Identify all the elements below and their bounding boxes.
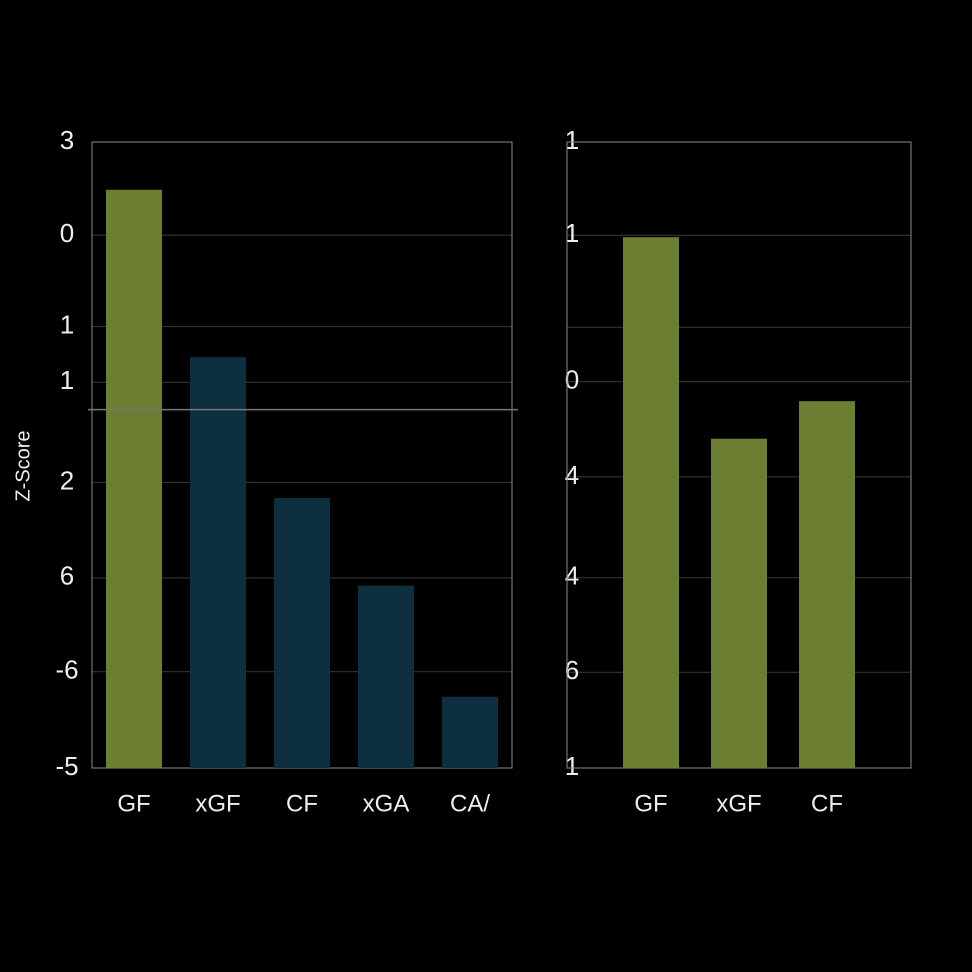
y-tick-label: 1	[60, 310, 74, 340]
bar	[711, 438, 767, 768]
bar	[274, 498, 330, 768]
x-tick-label: GF	[117, 790, 150, 817]
y-tick-label: 1	[60, 365, 74, 395]
y-tick-label: 4	[565, 460, 579, 490]
x-tick-label: CA/	[450, 790, 490, 817]
y-tick-label: 0	[565, 365, 579, 395]
y-tick-label: 1	[565, 125, 579, 155]
x-tick-label: xGA	[363, 790, 410, 817]
y-tick-label: 6	[60, 561, 74, 591]
bar	[358, 585, 414, 768]
y-tick-label: 1	[565, 751, 579, 781]
y-tick-label: 6	[565, 655, 579, 685]
x-tick-label: xGF	[716, 790, 761, 817]
y-tick-label: 1	[565, 218, 579, 248]
bar	[799, 401, 855, 768]
bar	[623, 237, 679, 769]
y-tick-label: -5	[55, 751, 78, 781]
y-axis-label: Z-Score	[12, 430, 34, 501]
bar	[106, 189, 162, 769]
x-tick-label: CF	[811, 790, 843, 817]
bar	[190, 357, 246, 768]
y-tick-label: 0	[60, 218, 74, 248]
y-tick-label: 2	[60, 465, 74, 495]
y-tick-label: 4	[565, 561, 579, 591]
y-tick-label: 3	[60, 125, 74, 155]
y-tick-label: -6	[55, 655, 78, 685]
bar	[442, 696, 498, 768]
x-tick-label: xGF	[195, 790, 240, 817]
x-tick-label: GF	[634, 790, 667, 817]
x-tick-label: CF	[286, 790, 318, 817]
